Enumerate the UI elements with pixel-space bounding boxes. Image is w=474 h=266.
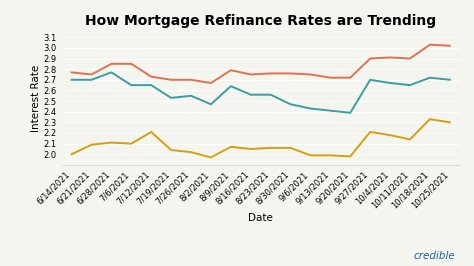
15-year-fixed [367,130,373,134]
15-year-fixed [387,134,393,137]
15-year-fixed [308,154,313,157]
20-year-fixed [109,71,114,74]
20-year-fixed [188,94,194,97]
15-year-fixed [69,153,74,156]
30-year fixed [188,78,194,81]
15-year-fixed [228,145,234,148]
20-year-fixed [248,93,254,96]
30-year fixed [208,81,214,85]
20-year-fixed [89,78,94,81]
20-year-fixed [228,85,234,88]
15-year-fixed [288,146,293,149]
30-year fixed [407,57,413,60]
30-year fixed [128,62,134,65]
20-year-fixed [308,107,313,110]
20-year-fixed [168,96,174,99]
15-year-fixed [328,154,333,157]
15-year-fixed [347,155,353,158]
30-year fixed [387,56,393,59]
15-year-fixed [208,156,214,159]
30-year fixed [347,76,353,79]
Text: credible: credible [413,251,455,261]
15-year-fixed [447,121,453,124]
15-year-fixed [427,118,433,121]
30-year fixed [427,43,433,46]
20-year-fixed [288,103,293,106]
15-year-fixed [188,151,194,154]
20-year-fixed [208,103,214,106]
30-year fixed [228,69,234,72]
20-year-fixed [407,84,413,87]
15-year-fixed [128,142,134,145]
20-year-fixed [427,76,433,79]
15-year-fixed [168,148,174,152]
20-year-fixed [268,93,273,96]
30-year fixed [148,75,154,78]
15-year-fixed [148,130,154,134]
Line: 30-year fixed: 30-year fixed [72,45,450,83]
Y-axis label: Interest Rate: Interest Rate [31,65,41,132]
15-year-fixed [248,147,254,151]
30-year fixed [447,44,453,47]
20-year-fixed [328,109,333,112]
30-year fixed [288,72,293,75]
20-year-fixed [347,111,353,114]
30-year fixed [268,72,273,75]
30-year fixed [248,73,254,76]
30-year fixed [168,78,174,81]
15-year-fixed [268,146,273,149]
20-year-fixed [148,84,154,87]
30-year fixed [308,73,313,76]
X-axis label: Date: Date [248,213,273,223]
15-year-fixed [89,143,94,146]
15-year-fixed [407,138,413,141]
30-year fixed [69,71,74,74]
20-year-fixed [69,78,74,81]
30-year fixed [367,57,373,60]
30-year fixed [328,76,333,79]
30-year fixed [109,62,114,65]
20-year-fixed [367,78,373,81]
Line: 20-year-fixed: 20-year-fixed [72,72,450,113]
Title: How Mortgage Refinance Rates are Trending: How Mortgage Refinance Rates are Trendin… [85,14,436,28]
20-year-fixed [387,81,393,85]
Line: 15-year-fixed: 15-year-fixed [72,119,450,157]
15-year-fixed [109,141,114,144]
30-year fixed [89,73,94,76]
20-year-fixed [447,78,453,81]
20-year-fixed [128,84,134,87]
